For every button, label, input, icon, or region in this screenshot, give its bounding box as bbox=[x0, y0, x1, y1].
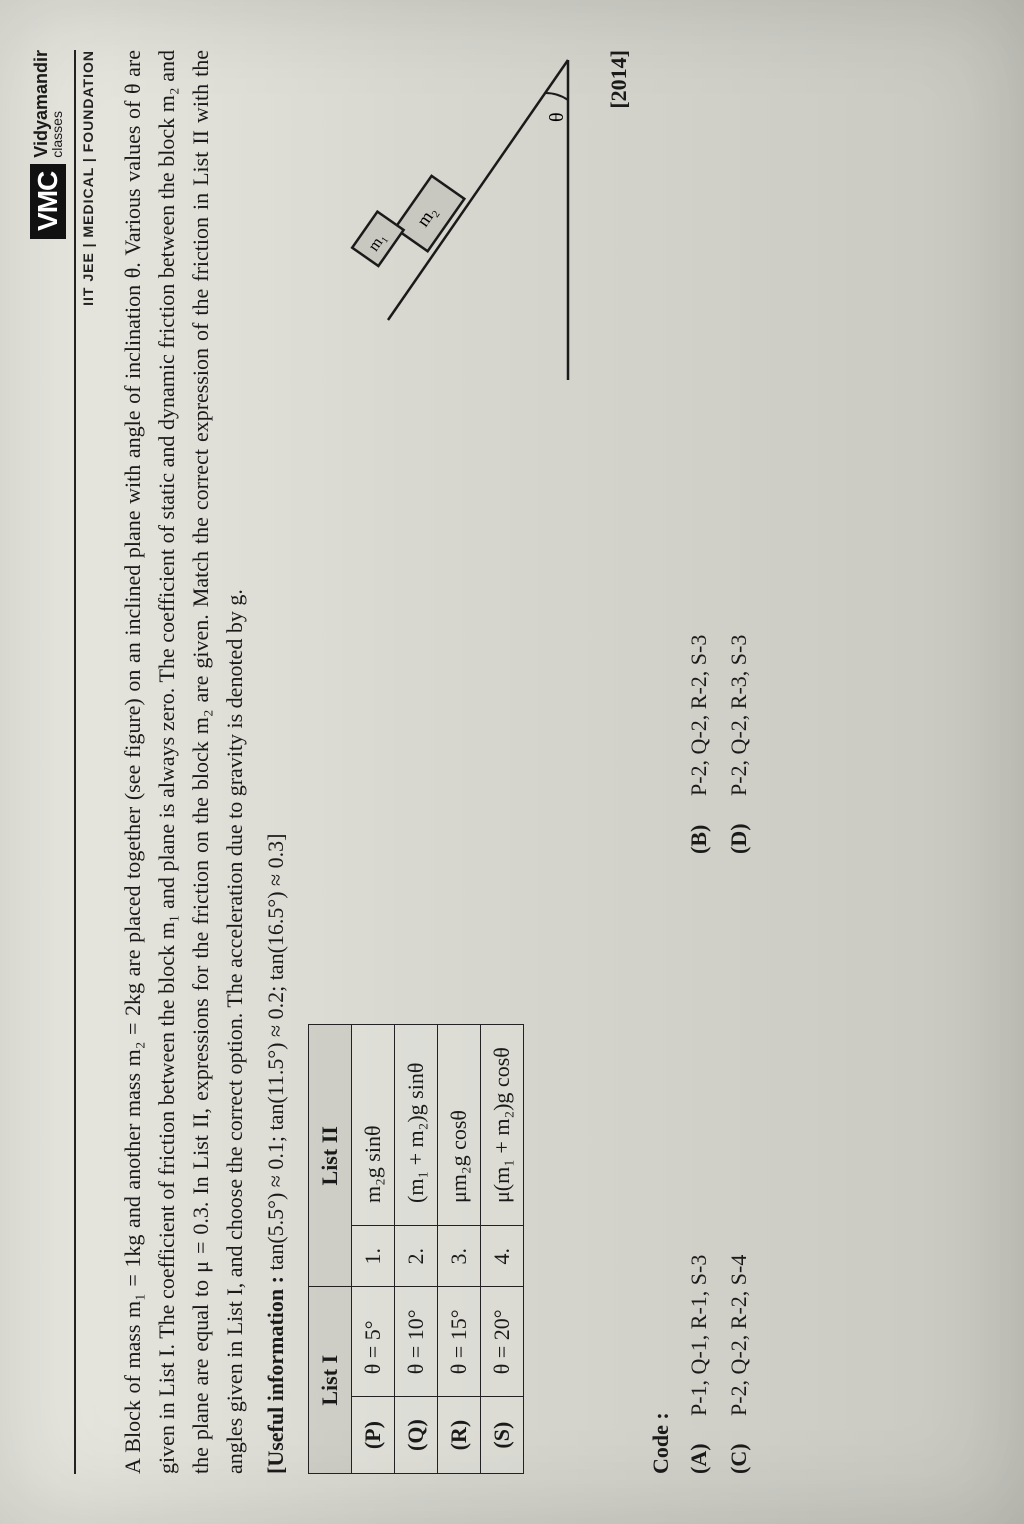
option-d: (D) P-2, Q-2, R-3, S-3 bbox=[726, 274, 752, 854]
useful-info-label: [Useful information : bbox=[263, 1276, 288, 1474]
angle-arc bbox=[545, 93, 568, 100]
row-tag: (P) bbox=[351, 1397, 394, 1474]
logo-text: Vidyamandir classes bbox=[32, 50, 64, 158]
problem-text: A Block of mass m₁ = 1kg and another mas… bbox=[116, 50, 252, 1474]
option-text: P-1, Q-1, R-1, S-3 bbox=[686, 1255, 712, 1416]
option-a: (A) P-1, Q-1, R-1, S-3 bbox=[686, 894, 712, 1474]
row-l2: μm₂g cosθ bbox=[437, 1025, 480, 1226]
option-tag: (A) bbox=[686, 1434, 712, 1474]
useful-information: [Useful information : tan(5.5°) ≈ 0.1; t… bbox=[258, 50, 293, 1474]
logo-main: Vidyamandir bbox=[32, 50, 50, 158]
row-l1: θ = 20° bbox=[480, 1287, 523, 1397]
option-text: P-2, Q-2, R-2, S-4 bbox=[726, 1255, 752, 1416]
header-list1: List I bbox=[308, 1287, 351, 1474]
row-l1: θ = 15° bbox=[437, 1287, 480, 1397]
theta-label: θ bbox=[546, 112, 568, 122]
table-header-row: List I List II bbox=[308, 1025, 351, 1474]
row-tag: (Q) bbox=[394, 1397, 437, 1474]
row-num: 1. bbox=[351, 1225, 394, 1287]
table-row: (R) θ = 15° 3. μm₂g cosθ bbox=[437, 1025, 480, 1474]
row-num: 4. bbox=[480, 1225, 523, 1287]
row-l1: θ = 5° bbox=[351, 1287, 394, 1397]
row-l2: μ(m₁ + m₂)g cosθ bbox=[480, 1025, 523, 1226]
brand-logo: VMC Vidyamandir classes bbox=[30, 50, 66, 239]
header-list2: List II bbox=[308, 1025, 351, 1287]
row-num: 3. bbox=[437, 1225, 480, 1287]
option-c: (C) P-2, Q-2, R-2, S-4 bbox=[726, 894, 752, 1474]
match-table: List I List II (P) θ = 5° 1. m₂g sinθ (Q… bbox=[308, 1024, 524, 1474]
option-tag: (B) bbox=[686, 814, 712, 854]
block-m1: m₁ bbox=[352, 212, 403, 266]
table-row: (S) θ = 20° 4. μ(m₁ + m₂)g cosθ bbox=[480, 1025, 523, 1474]
row-tag: (R) bbox=[437, 1397, 480, 1474]
option-tag: (C) bbox=[726, 1434, 752, 1474]
block-m2: m₂ bbox=[394, 176, 463, 251]
page: VMC Vidyamandir classes IIT JEE | MEDICA… bbox=[0, 0, 1024, 1524]
inclined-plane-figure: θ m₂ m₁ bbox=[328, 50, 588, 390]
row-l1: θ = 10° bbox=[394, 1287, 437, 1397]
row-l2: (m₁ + m₂)g sinθ bbox=[394, 1025, 437, 1226]
year-tag: [2014] bbox=[606, 50, 632, 1474]
option-b: (B) P-2, Q-2, R-2, S-3 bbox=[686, 274, 712, 854]
content-row: List I List II (P) θ = 5° 1. m₂g sinθ (Q… bbox=[308, 50, 588, 1474]
logo-abbr: VMC bbox=[30, 164, 66, 239]
row-num: 2. bbox=[394, 1225, 437, 1287]
answer-options: (A) P-1, Q-1, R-1, S-3 (B) P-2, Q-2, R-2… bbox=[686, 274, 752, 1474]
subheader: IIT JEE | MEDICAL | FOUNDATION bbox=[80, 50, 96, 1474]
code-label: Code : bbox=[648, 50, 674, 1474]
useful-info-values: tan(5.5°) ≈ 0.1; tan(11.5°) ≈ 0.2; tan(1… bbox=[263, 834, 288, 1271]
option-tag: (D) bbox=[726, 814, 752, 854]
row-tag: (S) bbox=[480, 1397, 523, 1474]
option-text: P-2, Q-2, R-3, S-3 bbox=[726, 635, 752, 796]
table-row: (Q) θ = 10° 2. (m₁ + m₂)g sinθ bbox=[394, 1025, 437, 1474]
table-row: (P) θ = 5° 1. m₂g sinθ bbox=[351, 1025, 394, 1474]
row-l2: m₂g sinθ bbox=[351, 1025, 394, 1226]
option-text: P-2, Q-2, R-2, S-3 bbox=[686, 635, 712, 796]
logo-sub: classes bbox=[50, 50, 64, 158]
header-bar: VMC Vidyamandir classes bbox=[30, 50, 76, 1474]
incline-line bbox=[388, 60, 568, 320]
